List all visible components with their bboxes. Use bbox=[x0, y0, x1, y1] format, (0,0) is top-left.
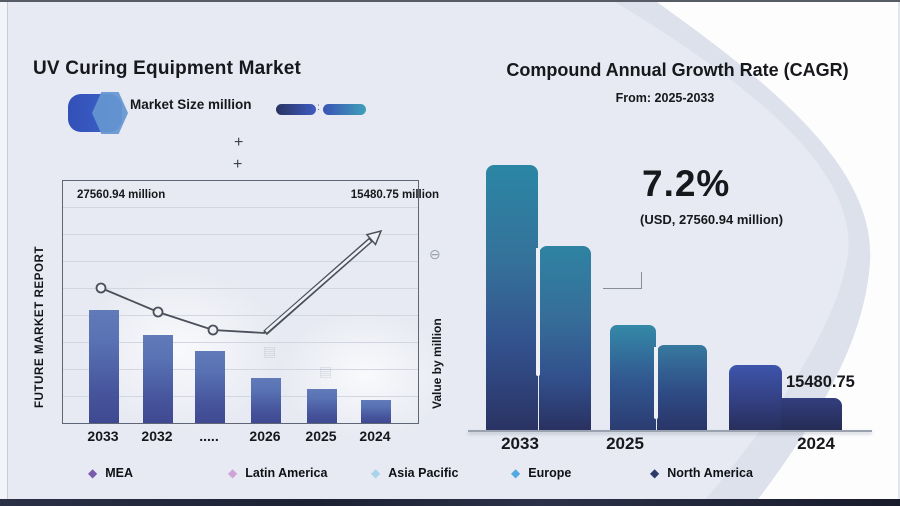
x-label-ellipsis: ..... bbox=[199, 428, 219, 444]
legend-item-europe: ◆ Europe bbox=[511, 466, 571, 480]
gradient-pill-icon bbox=[323, 104, 366, 115]
x-label-2024: 2024 bbox=[797, 434, 835, 453]
legend-item-mea: ◆ MEA bbox=[88, 466, 133, 480]
circled-minus-icon: ⊖ bbox=[429, 246, 441, 262]
bar-2024-left bbox=[729, 365, 782, 430]
right-chart-subtitle: From: 2025-2033 bbox=[615, 91, 715, 105]
future-market-report-watermark: FUTURE MARKET REPORT bbox=[34, 245, 46, 408]
bar-2025 bbox=[307, 389, 337, 423]
legend-label: Latin America bbox=[245, 466, 328, 480]
bar-2025-left bbox=[610, 325, 656, 430]
right-chart-baseline bbox=[468, 430, 872, 432]
x-label-2025: 2025 bbox=[606, 434, 644, 453]
value-axis-label: Value by million bbox=[430, 318, 444, 409]
bar-2024-right bbox=[781, 398, 842, 430]
diamond-icon: ◆ bbox=[88, 466, 98, 480]
diamond-icon: ◆ bbox=[228, 466, 238, 480]
legend-label: MEA bbox=[105, 466, 134, 480]
bar-2033-right bbox=[539, 246, 591, 430]
legend-item-north-america: ◆ North America bbox=[650, 466, 753, 480]
x-label-2024: 2024 bbox=[359, 428, 391, 444]
gradient-pill-icon bbox=[276, 104, 316, 115]
diamond-icon: ◆ bbox=[650, 466, 660, 480]
x-label-2026: 2026 bbox=[249, 428, 281, 444]
bar-ellipsis bbox=[195, 351, 225, 423]
pill-separator: : bbox=[317, 102, 320, 113]
legend-item-asia-pacific: ◆ Asia Pacific bbox=[371, 466, 458, 480]
diamond-icon: ◆ bbox=[511, 466, 521, 480]
x-label-2033: 2033 bbox=[87, 428, 119, 444]
cagr-usd-detail: (USD, 27560.94 million) bbox=[640, 212, 784, 227]
frame-top-border bbox=[0, 0, 900, 2]
bar-2026 bbox=[251, 378, 281, 423]
x-label-2025: 2025 bbox=[305, 428, 337, 444]
plus-icon: + bbox=[234, 134, 244, 151]
x-label-2033: 2033 bbox=[501, 434, 539, 453]
plus-icon: + bbox=[233, 156, 243, 173]
market-size-icon bbox=[68, 92, 128, 134]
value-label-15480: 15480.75 bbox=[786, 373, 855, 391]
legend-label: North America bbox=[667, 466, 753, 480]
left-chart-plot-area: 27560.94 million 15480.75 million ▤ ▤ bbox=[62, 180, 439, 424]
document-icon: ▤ bbox=[319, 363, 333, 379]
bar-2024 bbox=[361, 400, 391, 423]
bar-gap-highlight bbox=[654, 347, 658, 419]
gridlines bbox=[63, 207, 418, 421]
x-label-2032: 2032 bbox=[141, 428, 173, 444]
bar-2033 bbox=[89, 310, 119, 423]
right-chart-title: Compound Annual Growth Rate (CAGR) bbox=[506, 60, 849, 80]
cagr-percentage: 7.2% bbox=[642, 163, 731, 204]
bar-gap-highlight bbox=[536, 248, 540, 376]
legend-item-latin-america: ◆ Latin America bbox=[228, 466, 327, 480]
frame-left-border bbox=[0, 2, 8, 499]
bar-2025-right bbox=[657, 345, 707, 430]
bar-2032 bbox=[143, 335, 173, 423]
annotation-2033-value: 27560.94 million bbox=[77, 189, 166, 201]
trend-line-arrow bbox=[95, 229, 383, 336]
legend-label: Asia Pacific bbox=[388, 466, 459, 480]
frame-right-border bbox=[898, 2, 900, 499]
left-chart-title: UV Curing Equipment Market bbox=[33, 58, 302, 79]
bottom-accent-bar bbox=[0, 499, 900, 506]
document-icon: ▤ bbox=[263, 343, 277, 359]
bar-2033-left bbox=[486, 165, 538, 430]
market-size-label: Market Size million bbox=[130, 97, 252, 112]
step-line-decoration bbox=[603, 272, 642, 289]
annotation-2024-value: 15480.75 million bbox=[350, 189, 439, 201]
diamond-icon: ◆ bbox=[371, 466, 381, 480]
legend-label: Europe bbox=[528, 466, 572, 480]
